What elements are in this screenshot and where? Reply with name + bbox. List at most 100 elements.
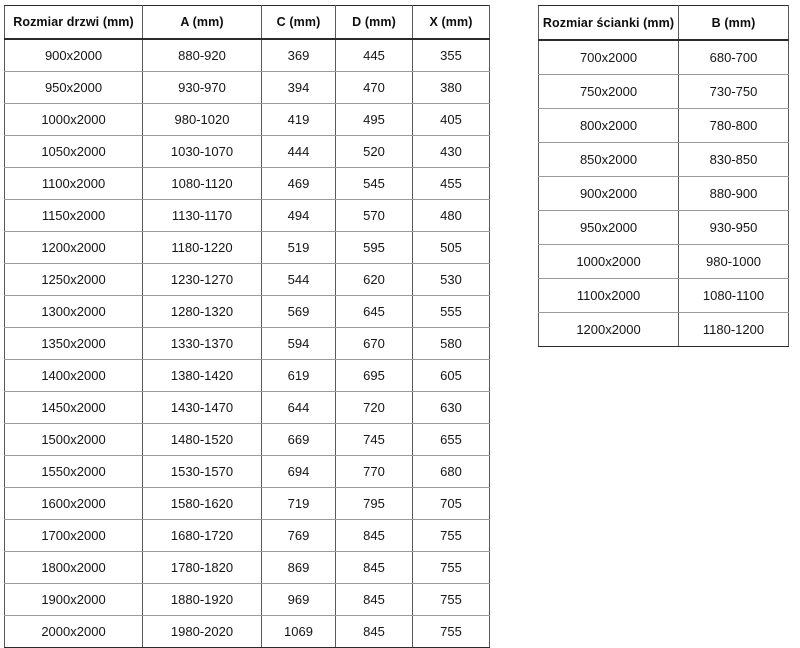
doors-cell: 1480-1520 xyxy=(142,423,262,456)
doors-table-body: 900x2000 880-920 369 445 355 950x2000 930-970 3… xyxy=(4,38,490,648)
doors-cell: 1130-1170 xyxy=(142,199,262,232)
doors-cell: 1100x2000 xyxy=(4,167,143,200)
doors-cell: 770 xyxy=(335,455,413,488)
doors-cell: 455 xyxy=(412,167,490,200)
doors-cell: 594 xyxy=(261,327,336,360)
doors-cell: 655 xyxy=(412,423,490,456)
doors-cell: 620 xyxy=(335,263,413,296)
doors-cell: 1430-1470 xyxy=(142,391,262,424)
doors-cell: 845 xyxy=(335,519,413,552)
doors-cell: 645 xyxy=(335,295,413,328)
doors-cell: 595 xyxy=(335,231,413,264)
table-row: 1450x2000 1430-1470 644 720 630 xyxy=(4,391,490,424)
doors-cell: 880-920 xyxy=(142,38,262,72)
doors-cell: 755 xyxy=(412,551,490,584)
doors-cell: 680 xyxy=(412,455,490,488)
doors-cell: 1880-1920 xyxy=(142,583,262,616)
doors-cell: 869 xyxy=(261,551,336,584)
doors-cell: 950x2000 xyxy=(4,71,143,104)
doors-cell: 695 xyxy=(335,359,413,392)
doors-cell: 495 xyxy=(335,103,413,136)
doors-cell: 745 xyxy=(335,423,413,456)
doors-cell: 1050x2000 xyxy=(4,135,143,168)
doors-cell: 845 xyxy=(335,583,413,616)
table-row: 1200x2000 1180-1220 519 595 505 xyxy=(4,231,490,264)
wall-cell: 730-750 xyxy=(678,74,789,109)
doors-cell: 670 xyxy=(335,327,413,360)
wall-cell: 930-950 xyxy=(678,210,789,245)
doors-cell: 569 xyxy=(261,295,336,328)
wall-cell: 680-700 xyxy=(678,39,789,75)
doors-cell: 1280-1320 xyxy=(142,295,262,328)
doors-cell: 845 xyxy=(335,551,413,584)
doors-cell: 430 xyxy=(412,135,490,168)
table-row: 800x2000 780-800 xyxy=(538,108,789,143)
doors-cell: 980-1020 xyxy=(142,103,262,136)
wall-cell: 880-900 xyxy=(678,176,789,211)
doors-cell: 1069 xyxy=(261,615,336,648)
doors-table-head: Rozmiar drzwi (mm) A (mm) C (mm) D (mm) … xyxy=(4,5,490,40)
wall-cell: 950x2000 xyxy=(538,210,679,245)
doors-cell: 570 xyxy=(335,199,413,232)
table-row: 1700x2000 1680-1720 769 845 755 xyxy=(4,519,490,552)
wall-table-header-row: Rozmiar ścianki (mm) B (mm) xyxy=(538,5,789,41)
doors-cell: 444 xyxy=(261,135,336,168)
doors-cell: 1900x2000 xyxy=(4,583,143,616)
table-row: 1300x2000 1280-1320 569 645 555 xyxy=(4,295,490,328)
table-row: 2000x2000 1980-2020 1069 845 755 xyxy=(4,615,490,648)
table-row: 1350x2000 1330-1370 594 670 580 xyxy=(4,327,490,360)
table-row: 900x2000 880-920 369 445 355 xyxy=(4,38,490,72)
table-row: 900x2000 880-900 xyxy=(538,176,789,211)
table-row: 1400x2000 1380-1420 619 695 605 xyxy=(4,359,490,392)
doors-cell: 755 xyxy=(412,615,490,648)
doors-cell: 755 xyxy=(412,583,490,616)
doors-cell: 1980-2020 xyxy=(142,615,262,648)
doors-cell: 1500x2000 xyxy=(4,423,143,456)
doors-cell: 969 xyxy=(261,583,336,616)
doors-cell: 2000x2000 xyxy=(4,615,143,648)
doors-cell: 720 xyxy=(335,391,413,424)
table-row: 1150x2000 1130-1170 494 570 480 xyxy=(4,199,490,232)
doors-cell: 470 xyxy=(335,71,413,104)
table-row: 750x2000 730-750 xyxy=(538,74,789,109)
doors-cell: 1530-1570 xyxy=(142,455,262,488)
doors-cell: 419 xyxy=(261,103,336,136)
wall-cell: 700x2000 xyxy=(538,39,679,75)
wall-cell: 830-850 xyxy=(678,142,789,177)
doors-cell: 1380-1420 xyxy=(142,359,262,392)
doors-cell: 669 xyxy=(261,423,336,456)
table-row: 1600x2000 1580-1620 719 795 705 xyxy=(4,487,490,520)
doors-cell: 1330-1370 xyxy=(142,327,262,360)
doors-cell: 530 xyxy=(412,263,490,296)
doors-cell: 1700x2000 xyxy=(4,519,143,552)
doors-cell: 845 xyxy=(335,615,413,648)
table-row: 1900x2000 1880-1920 969 845 755 xyxy=(4,583,490,616)
wall-cell: 980-1000 xyxy=(678,244,789,279)
doors-cell: 1150x2000 xyxy=(4,199,143,232)
wall-cell: 1080-1100 xyxy=(678,278,789,313)
table-row: 850x2000 830-850 xyxy=(538,142,789,177)
doors-cell: 1350x2000 xyxy=(4,327,143,360)
doors-table: Rozmiar drzwi (mm) A (mm) C (mm) D (mm) … xyxy=(4,5,490,648)
table-row: 1800x2000 1780-1820 869 845 755 xyxy=(4,551,490,584)
table-row: 1550x2000 1530-1570 694 770 680 xyxy=(4,455,490,488)
wall-table-container: Rozmiar ścianki (mm) B (mm) 700x2000 680-… xyxy=(538,5,789,347)
wall-table-head: Rozmiar ścianki (mm) B (mm) xyxy=(538,5,789,41)
doors-cell: 795 xyxy=(335,487,413,520)
doors-cell: 1400x2000 xyxy=(4,359,143,392)
doors-col-header-d: D (mm) xyxy=(335,5,413,40)
doors-cell: 1550x2000 xyxy=(4,455,143,488)
doors-table-header-row: Rozmiar drzwi (mm) A (mm) C (mm) D (mm) … xyxy=(4,5,490,40)
table-row: 950x2000 930-970 394 470 380 xyxy=(4,71,490,104)
wall-cell: 1180-1200 xyxy=(678,312,789,347)
table-row: 950x2000 930-950 xyxy=(538,210,789,245)
wall-cell: 850x2000 xyxy=(538,142,679,177)
doors-col-header-x: X (mm) xyxy=(412,5,490,40)
doors-cell: 1250x2000 xyxy=(4,263,143,296)
wall-col-header-size: Rozmiar ścianki (mm) xyxy=(538,5,679,41)
wall-cell: 900x2000 xyxy=(538,176,679,211)
doors-cell: 930-970 xyxy=(142,71,262,104)
doors-cell: 394 xyxy=(261,71,336,104)
wall-cell: 750x2000 xyxy=(538,74,679,109)
